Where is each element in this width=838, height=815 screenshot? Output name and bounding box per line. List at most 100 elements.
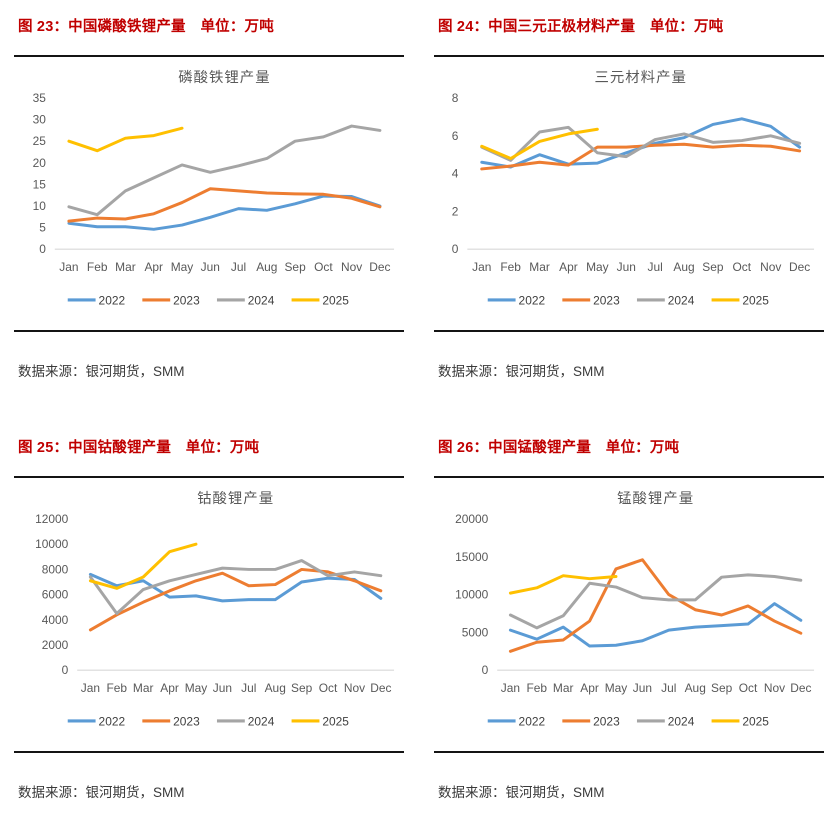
y-tick-label: 0 (62, 663, 69, 677)
x-tick-label: May (605, 681, 628, 695)
x-tick-label: Dec (790, 681, 811, 695)
y-tick-label: 2 (452, 204, 459, 218)
legend-label-2022: 2022 (99, 293, 126, 307)
series-line-2023 (508, 558, 803, 653)
y-tick-label: 4 (452, 167, 459, 181)
series-line-2025 (88, 542, 198, 590)
figure-23-caption: 图 23：中国磷酸铁锂产量 单位：万吨 (18, 19, 274, 35)
lfp-production-chart: 磷酸铁锂产量 0 5 10 15 20 25 30 35 Jan Feb Mar Apr May Jun Ju… (14, 57, 404, 330)
x-tick-label: Mar (115, 260, 136, 274)
x-tick-label: Jun (617, 260, 636, 274)
series-line-2022 (88, 572, 383, 603)
x-tick-label: Jun (213, 681, 232, 695)
x-tick-label: Nov (764, 681, 785, 695)
x-tick-label: Feb (500, 260, 521, 274)
chart-title: 钴酸锂产量 (197, 490, 274, 507)
x-tick-label: Dec (789, 260, 810, 274)
series-line-2023 (480, 142, 802, 171)
y-tick-label: 15000 (455, 550, 489, 564)
legend-label-2024: 2024 (248, 714, 275, 728)
y-tick-label: 0 (452, 242, 459, 256)
x-tick-label: Apr (559, 260, 578, 274)
y-tick-label: 6000 (42, 588, 69, 602)
x-tick-label: Mar (133, 681, 154, 695)
figure-panel-26: 图 26：中国锰酸锂产量 单位：万吨 锰酸锂产量 0 5000 10000 15000 2… (434, 421, 824, 815)
legend-label-2024: 2024 (668, 714, 695, 728)
x-tick-label: May (586, 260, 609, 274)
x-tick-label: Nov (341, 260, 362, 274)
chart-svg: 钴酸锂产量 0 2000 4000 6000 8000 10000 12000 Jan Feb Ma… (35, 490, 395, 728)
legend-label-2022: 2022 (519, 714, 546, 728)
y-tick-label: 30 (33, 113, 47, 127)
x-tick-label: Feb (527, 681, 548, 695)
legend-label-2025: 2025 (322, 714, 349, 728)
legend-label-2023: 2023 (593, 714, 620, 728)
x-tick-label: May (171, 260, 194, 274)
figure-26-source: 数据来源：银河期货，SMM (438, 785, 605, 800)
series-line-2025 (480, 127, 599, 160)
figure-panel-25: 图 25：中国钴酸锂产量 单位：万吨 钴酸锂产量 0 2000 4000 6000 800… (14, 421, 404, 815)
series-line-2024 (508, 573, 803, 630)
series-line-2024 (67, 124, 382, 217)
y-tick-label: 0 (482, 663, 489, 677)
x-tick-label: Mar (553, 681, 574, 695)
legend-label-2025: 2025 (322, 293, 349, 307)
series-line-2025 (508, 574, 618, 595)
figure-24-caption: 图 24：中国三元正极材料产量 单位：万吨 (438, 19, 724, 35)
x-tick-label: Mar (529, 260, 550, 274)
x-tick-label: Jan (81, 681, 100, 695)
x-tick-label: May (185, 681, 208, 695)
figure-25-source: 数据来源：银河期货，SMM (18, 785, 185, 800)
x-tick-label: Jan (472, 260, 491, 274)
figure-24-source: 数据来源：银河期货，SMM (438, 364, 605, 379)
figure-26-frame: 锰酸锂产量 0 5000 10000 15000 20000 Jan Feb Mar Apr May… (434, 476, 824, 753)
legend-label-2022: 2022 (99, 714, 126, 728)
x-tick-label: Apr (580, 681, 599, 695)
y-tick-label: 4000 (42, 613, 69, 627)
legend-label-2023: 2023 (593, 293, 620, 307)
x-tick-label: Jan (501, 681, 520, 695)
series-line-2022 (508, 602, 803, 648)
x-tick-label: Oct (733, 260, 752, 274)
x-tick-label: Sep (711, 681, 733, 695)
figure-panel-23: 图 23：中国磷酸铁锂产量 单位：万吨 磷酸铁锂产量 0 5 10 15 20 25 30 35… (14, 0, 404, 421)
x-tick-label: Apr (160, 681, 179, 695)
x-tick-label: Apr (144, 260, 163, 274)
y-tick-label: 8000 (42, 562, 69, 576)
x-tick-label: Oct (314, 260, 333, 274)
x-tick-label: Oct (739, 681, 758, 695)
figure-24-frame: 三元材料产量 0 2 4 6 8 Jan Feb Mar Apr May Jun Jul Aug Sep Oc… (434, 55, 824, 332)
lmo-production-chart: 锰酸锂产量 0 5000 10000 15000 20000 Jan Feb Mar Apr May… (434, 478, 824, 751)
x-tick-label: Sep (284, 260, 306, 274)
figure-25-frame: 钴酸锂产量 0 2000 4000 6000 8000 10000 12000 Jan Feb Ma… (14, 476, 404, 753)
legend-label-2023: 2023 (173, 714, 200, 728)
x-tick-label: Aug (256, 260, 277, 274)
x-tick-label: Dec (369, 260, 390, 274)
y-tick-label: 35 (33, 91, 47, 105)
x-tick-label: Sep (702, 260, 724, 274)
figure-23-source: 数据来源：银河期货，SMM (18, 364, 185, 379)
x-tick-label: Jul (241, 681, 256, 695)
chart-svg: 锰酸锂产量 0 5000 10000 15000 20000 Jan Feb Mar Apr May… (455, 490, 815, 728)
legend-label-2024: 2024 (668, 293, 695, 307)
x-tick-label: Sep (291, 681, 313, 695)
y-tick-label: 5 (39, 221, 46, 235)
legend-label-2022: 2022 (519, 293, 546, 307)
series-line-2025 (67, 126, 184, 153)
figure-25-caption: 图 25：中国钴酸锂产量 单位：万吨 (18, 440, 260, 456)
y-tick-label: 20000 (455, 512, 489, 526)
y-tick-label: 0 (39, 242, 46, 256)
series-line-2023 (88, 567, 383, 632)
x-tick-label: Nov (760, 260, 781, 274)
x-tick-label: Aug (265, 681, 286, 695)
legend-label-2023: 2023 (173, 293, 200, 307)
chart-title: 锰酸锂产量 (617, 490, 694, 507)
y-tick-label: 2000 (42, 638, 69, 652)
legend-label-2025: 2025 (742, 293, 769, 307)
x-tick-label: Aug (673, 260, 694, 274)
y-tick-label: 5000 (462, 625, 489, 639)
x-tick-label: Aug (685, 681, 706, 695)
x-tick-label: Jul (648, 260, 663, 274)
